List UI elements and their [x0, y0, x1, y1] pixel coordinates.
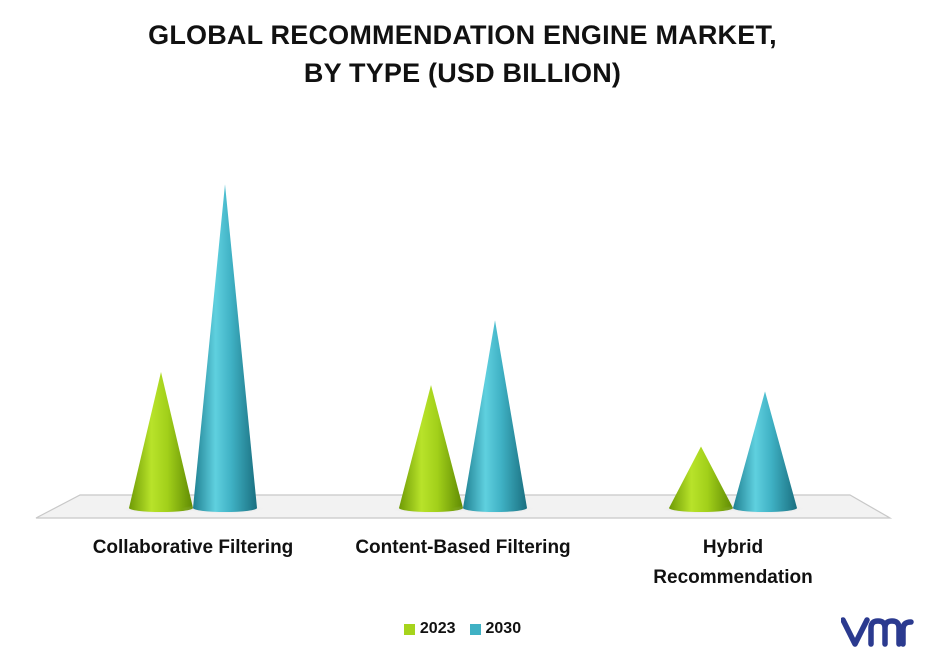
legend-item-2023: 2023	[403, 620, 456, 638]
legend-swatch-2030	[469, 623, 481, 635]
legend-item-2030: 2030	[469, 620, 522, 638]
legend-label-2030: 2030	[485, 620, 522, 637]
category-label-1: Content-Based Filtering	[355, 537, 571, 558]
cone-bar-2023-0	[129, 372, 193, 512]
legend-label-2023: 2023	[419, 620, 456, 637]
category-label-2: Hybrid Recommendation	[653, 537, 813, 588]
category-label-0: Collaborative Filtering	[92, 537, 294, 558]
cone-bar-2023-1	[399, 384, 463, 512]
cone-bar-2030-2	[733, 391, 797, 512]
cone-bar-2030-0	[193, 184, 257, 512]
chart-title: GLOBAL RECOMMENDATION ENGINE MARKET, BY …	[0, 16, 925, 92]
cone-bar-2030-1	[463, 320, 527, 512]
legend-swatch-2023	[403, 623, 415, 635]
chart-title-line-1: GLOBAL RECOMMENDATION ENGINE MARKET,	[148, 20, 777, 50]
vmr-logo-icon	[840, 614, 915, 655]
chart-title-line-2: BY TYPE (USD BILLION)	[303, 58, 622, 88]
cone-bar-2023-2	[669, 446, 733, 512]
legend: 2023 2030	[0, 620, 925, 638]
